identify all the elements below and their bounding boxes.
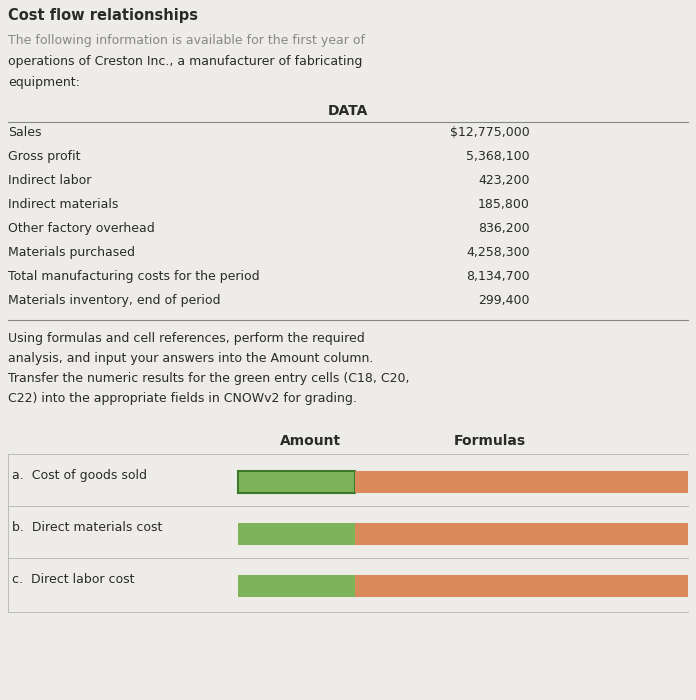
- Text: C22) into the appropriate fields in CNOWv2 for grading.: C22) into the appropriate fields in CNOW…: [8, 392, 357, 405]
- Text: Total manufacturing costs for the period: Total manufacturing costs for the period: [8, 270, 260, 283]
- Bar: [355, 471, 688, 493]
- Bar: [355, 523, 688, 545]
- Text: DATA: DATA: [328, 104, 368, 118]
- Text: Using formulas and cell references, perform the required: Using formulas and cell references, perf…: [8, 332, 365, 345]
- Text: $12,775,000: $12,775,000: [450, 126, 530, 139]
- Text: 836,200: 836,200: [478, 222, 530, 235]
- Text: 299,400: 299,400: [479, 294, 530, 307]
- Bar: [238, 575, 355, 597]
- Text: equipment:: equipment:: [8, 76, 80, 89]
- Text: The following information is available for the first year of: The following information is available f…: [8, 34, 365, 47]
- Text: Amount: Amount: [279, 434, 340, 448]
- Text: Cost flow relationships: Cost flow relationships: [8, 8, 198, 23]
- Bar: [355, 575, 688, 597]
- Text: Gross profit: Gross profit: [8, 150, 81, 163]
- Text: operations of Creston Inc., a manufacturer of fabricating: operations of Creston Inc., a manufactur…: [8, 55, 363, 68]
- Text: Transfer the numeric results for the green entry cells (C18, C20,: Transfer the numeric results for the gre…: [8, 372, 409, 385]
- Text: Materials purchased: Materials purchased: [8, 246, 135, 259]
- Text: 423,200: 423,200: [479, 174, 530, 187]
- Text: 5,368,100: 5,368,100: [466, 150, 530, 163]
- Text: b.  Direct materials cost: b. Direct materials cost: [12, 522, 162, 534]
- Text: Other factory overhead: Other factory overhead: [8, 222, 155, 235]
- Text: Formulas: Formulas: [454, 434, 526, 448]
- Text: Indirect labor: Indirect labor: [8, 174, 91, 187]
- Text: Sales: Sales: [8, 126, 42, 139]
- Text: 4,258,300: 4,258,300: [466, 246, 530, 259]
- Text: analysis, and input your answers into the Amount column.: analysis, and input your answers into th…: [8, 352, 373, 365]
- Text: 185,800: 185,800: [478, 198, 530, 211]
- Text: Materials inventory, end of period: Materials inventory, end of period: [8, 294, 221, 307]
- Text: 8,134,700: 8,134,700: [466, 270, 530, 283]
- Text: a.  Cost of goods sold: a. Cost of goods sold: [12, 469, 147, 482]
- Text: Indirect materials: Indirect materials: [8, 198, 118, 211]
- Text: c.  Direct labor cost: c. Direct labor cost: [12, 573, 134, 587]
- Bar: [238, 471, 355, 493]
- Bar: [238, 523, 355, 545]
